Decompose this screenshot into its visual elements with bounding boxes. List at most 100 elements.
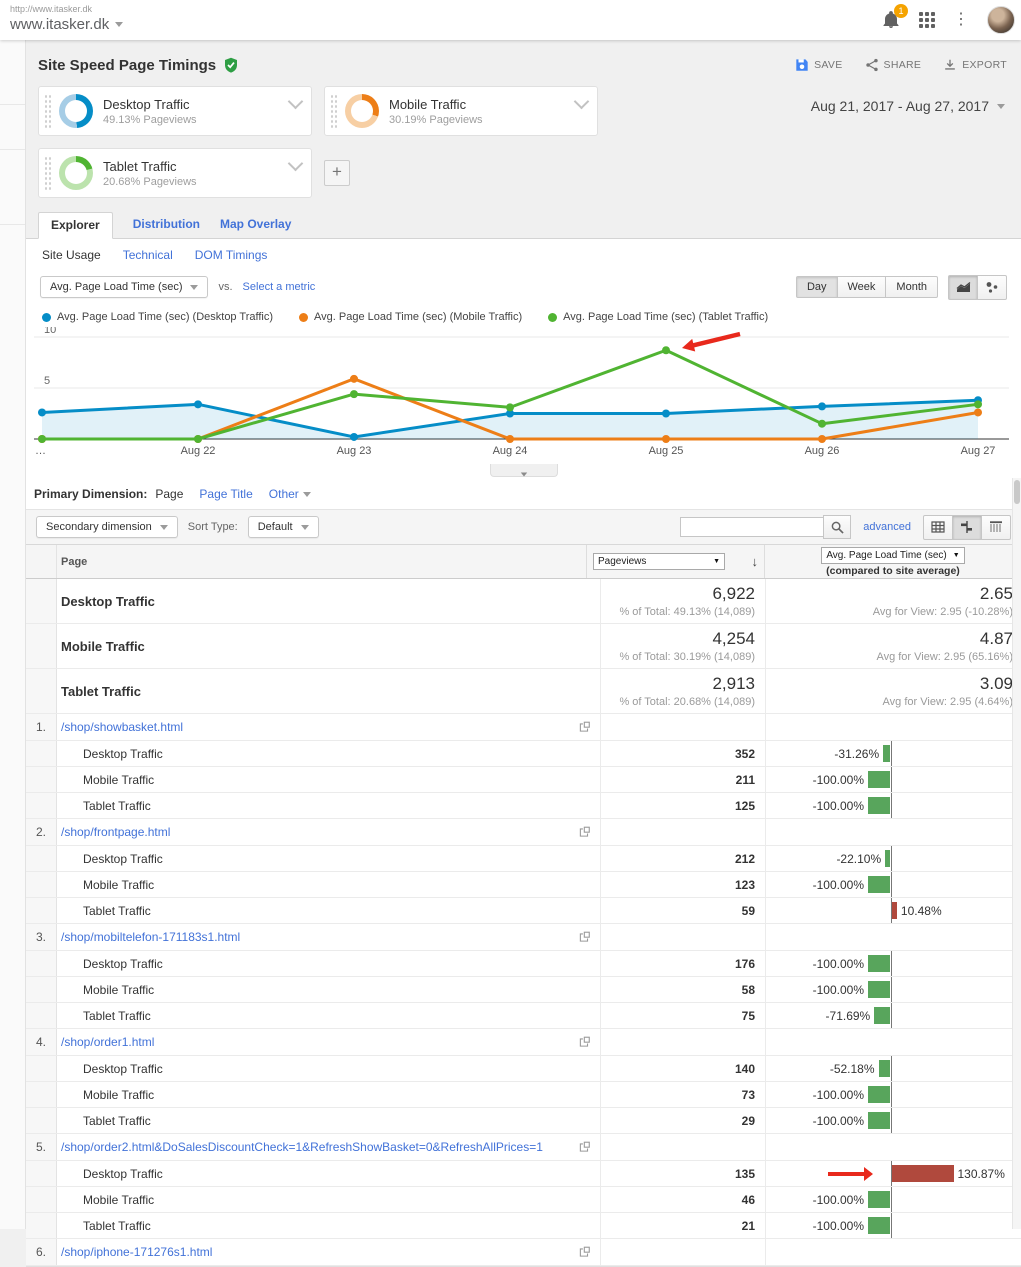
column-header-page[interactable]: Page [61, 555, 88, 568]
search-button[interactable] [823, 515, 852, 539]
open-in-new-icon[interactable] [579, 1036, 590, 1048]
table-subrow: Tablet Traffic 29 -100.00% [26, 1108, 1021, 1134]
subtab-site-usage[interactable]: Site Usage [42, 248, 101, 262]
secondary-dimension-dropdown[interactable]: Secondary dimension [36, 516, 178, 538]
page-link[interactable]: /shop/frontpage.html [61, 825, 171, 839]
metric-column-select[interactable]: Avg. Page Load Time (sec) ▼ [821, 546, 965, 564]
open-in-new-icon[interactable] [579, 931, 590, 943]
bar-axis [891, 1161, 892, 1186]
chevron-down-icon[interactable] [287, 93, 304, 110]
notifications-button[interactable]: 1 [881, 4, 908, 30]
granularity-week[interactable]: Week [837, 276, 887, 298]
motion-chart-view-button[interactable] [978, 274, 1007, 300]
drag-handle-icon[interactable] [44, 156, 51, 190]
metric-cell: -71.69% [765, 1003, 1021, 1028]
avatar[interactable] [987, 6, 1015, 34]
page-link[interactable]: /shop/iphone-171276s1.html [61, 1245, 213, 1259]
share-icon [865, 58, 878, 72]
chart-collapse-handle[interactable] [489, 464, 558, 477]
metric-dropdown[interactable]: Avg. Page Load Time (sec) [40, 276, 209, 298]
granularity-day[interactable]: Day [795, 276, 838, 298]
segment-row-label: Mobile Traffic [83, 877, 155, 892]
segment-card-desktop[interactable]: Desktop Traffic 49.13% Pageviews [38, 86, 312, 136]
select-metric-link[interactable]: Select a metric [242, 281, 316, 293]
chevron-down-icon[interactable] [287, 155, 304, 172]
advanced-link[interactable]: advanced [863, 521, 911, 533]
scrollbar-thumb[interactable] [1014, 480, 1020, 504]
open-in-new-icon[interactable] [579, 1141, 590, 1153]
timeseries-chart[interactable]: 5 10 … Aug 22 Aug 23 Aug 24 Aug 25 Aug 26 Aug 27 [26, 324, 1021, 464]
table-header: Page Pageviews ▼ ↓ Avg. Page Load Time (s… [26, 545, 1021, 579]
open-in-new-icon[interactable] [579, 1246, 590, 1258]
dimension-page[interactable]: Page [155, 487, 184, 501]
change-bar [868, 1217, 890, 1234]
svg-text:Aug 25: Aug 25 [649, 445, 684, 457]
chevron-down-icon[interactable] [573, 93, 590, 110]
table-subrow: Desktop Traffic 176 -100.00% [26, 951, 1021, 977]
table-subrow: Mobile Traffic 58 -100.00% [26, 977, 1021, 1003]
segment-row-label: Mobile Traffic [61, 638, 145, 654]
granularity-month[interactable]: Month [886, 276, 938, 298]
dimension-other[interactable]: Other [269, 487, 311, 501]
table-search-input[interactable] [680, 517, 824, 537]
add-segment-button[interactable]: + [324, 160, 350, 186]
sort-type-dropdown[interactable]: Default [247, 516, 319, 538]
segment-row-label: Tablet Traffic [61, 683, 141, 699]
chevron-down-icon [997, 103, 1005, 109]
segment-card-tablet[interactable]: Tablet Traffic 20.68% Pageviews [38, 148, 312, 198]
metric-cell: -100.00% [765, 1187, 1021, 1212]
column-header-metric: Avg. Page Load Time (sec) ▼ (compared to … [764, 545, 1021, 578]
kebab-menu-icon[interactable]: ⋮ [953, 11, 969, 28]
save-button[interactable]: SAVE [795, 58, 842, 72]
bar-axis [891, 1213, 892, 1238]
page-link[interactable]: /shop/order2.html&DoSalesDiscountCheck=1… [61, 1140, 543, 1154]
change-percent: -100.00% [812, 798, 864, 813]
tab-map-overlay[interactable]: Map Overlay [220, 217, 292, 231]
collapsed-sidebar[interactable] [0, 40, 26, 1229]
report-table: Page Pageviews ▼ ↓ Avg. Page Load Time (s… [26, 545, 1021, 1267]
drag-handle-icon[interactable] [330, 94, 337, 128]
pageviews-cell: 59 [600, 898, 765, 923]
primary-dimension-row: Primary Dimension: Page Page Title Other [26, 477, 1021, 509]
comparison-view-button[interactable] [953, 514, 982, 540]
dimension-page-title[interactable]: Page Title [199, 487, 253, 501]
donut-chart-mobile [345, 94, 379, 128]
tab-distribution[interactable]: Distribution [132, 217, 201, 231]
sort-descending-icon[interactable]: ↓ [751, 554, 759, 569]
data-view-button[interactable] [923, 514, 953, 540]
tab-explorer[interactable]: Explorer [38, 212, 113, 239]
subtab-technical[interactable]: Technical [122, 248, 173, 262]
page-scrollbar[interactable] [1012, 478, 1021, 1229]
table-row: 6. /shop/iphone-171276s1.html [26, 1239, 1021, 1266]
pageviews-cell: 2,913% of Total: 20.68% (14,089) [600, 669, 765, 713]
apps-grid-icon[interactable] [919, 12, 935, 28]
legend-item-desktop: Avg. Page Load Time (sec) (Desktop Traff… [42, 311, 273, 323]
date-range-selector[interactable]: Aug 21, 2017 - Aug 27, 2017 [811, 98, 1005, 114]
change-percent: -22.10% [836, 851, 882, 866]
segment-card-mobile[interactable]: Mobile Traffic 30.19% Pageviews [324, 86, 598, 136]
svg-text:Aug 24: Aug 24 [493, 445, 528, 457]
table-subrow: Desktop Traffic 140 -52.18% [26, 1056, 1021, 1082]
page-link[interactable]: /shop/mobiltelefon-171183s1.html [61, 930, 241, 944]
donut-chart-desktop [59, 94, 93, 128]
share-button[interactable]: SHARE [865, 58, 922, 72]
metric-cell: -22.10% [765, 846, 1021, 871]
metric-cell: -31.26% [765, 741, 1021, 766]
page-link[interactable]: /shop/showbasket.html [61, 720, 184, 734]
change-percent: -100.00% [812, 982, 864, 997]
motion-chart-icon [986, 281, 998, 293]
page-link[interactable]: /shop/order1.html [61, 1035, 155, 1049]
open-in-new-icon[interactable] [579, 826, 590, 838]
export-button[interactable]: EXPORT [943, 58, 1007, 72]
metric-cell: -100.00% [765, 1108, 1021, 1133]
open-in-new-icon[interactable] [579, 721, 590, 733]
subtab-dom-timings[interactable]: DOM Timings [194, 248, 268, 262]
change-percent: -100.00% [812, 772, 864, 787]
bar-axis [891, 1187, 892, 1212]
drag-handle-icon[interactable] [44, 94, 51, 128]
pageviews-column-select[interactable]: Pageviews ▼ [593, 553, 725, 570]
pivot-view-button[interactable] [982, 514, 1011, 540]
comparison-view-icon [961, 521, 972, 533]
account-selector[interactable]: www.itasker.dk [10, 16, 124, 33]
line-chart-view-button[interactable] [948, 274, 978, 300]
